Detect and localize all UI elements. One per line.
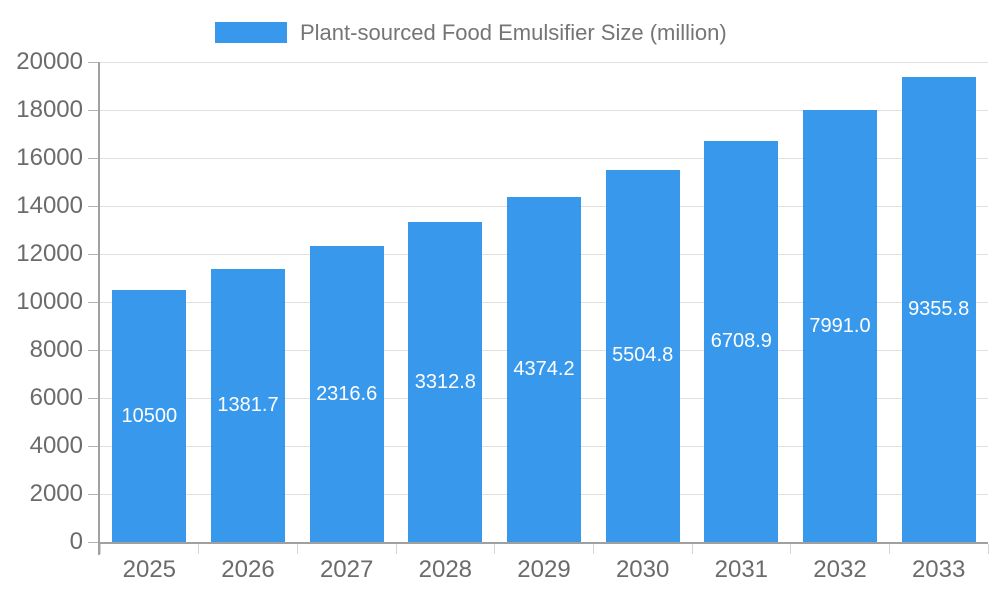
- bar: 10500: [112, 290, 187, 542]
- x-axis-label: 2025: [122, 556, 177, 583]
- y-axis-tick-label: 2000: [29, 480, 83, 507]
- y-axis-tick-label: 4000: [29, 432, 83, 459]
- x-axis-tick: [296, 544, 298, 554]
- y-axis-tick: [88, 493, 100, 495]
- x-axis-label: 2029: [517, 556, 571, 583]
- y-axis-tick: [88, 397, 100, 399]
- legend-item[interactable]: Plant-sourced Food Emulsifier Size (mill…: [215, 19, 727, 45]
- x-axis-tick: [987, 544, 989, 554]
- x-axis-tick: [494, 544, 496, 554]
- x-axis-tick: [888, 544, 890, 554]
- bar: 1381.7: [211, 268, 285, 542]
- bar: 5504.8: [605, 169, 680, 542]
- bar-value-label: 4374.2: [513, 358, 575, 380]
- bar: 7991.0: [803, 110, 877, 542]
- x-axis-tick: [790, 544, 792, 554]
- y-axis-tick: [88, 445, 100, 447]
- y-axis-tick: [88, 61, 100, 63]
- x-axis-label: 2033: [911, 556, 966, 583]
- y-axis-tick: [88, 205, 100, 207]
- x-axis-label: 2028: [418, 556, 473, 583]
- y-axis-tick-label: 20000: [16, 48, 83, 75]
- bar-value-label: 7991.0: [809, 314, 871, 337]
- x-axis-label: 2031: [714, 556, 769, 583]
- bar-value-label: 2316.6: [316, 382, 378, 405]
- legend-label: Plant-sourced Food Emulsifier Size (mill…: [300, 19, 727, 45]
- x-axis-tick: [198, 544, 200, 554]
- y-axis-tick: [88, 253, 100, 255]
- legend-swatch[interactable]: [215, 22, 287, 43]
- y-axis-tick-label: 8000: [29, 336, 83, 363]
- x-axis-tick: [99, 544, 101, 554]
- bar-value-label: 9355.8: [908, 298, 970, 321]
- bar: 3312.8: [408, 222, 483, 542]
- y-axis-tick-label: 14000: [16, 192, 83, 219]
- bar-value-label: 5504.8: [612, 344, 674, 367]
- bar-value-label: 3312.8: [414, 370, 476, 393]
- bar-value-label: 6708.9: [710, 329, 772, 352]
- y-axis-tick-label: 10000: [16, 288, 83, 315]
- gridline: [100, 61, 988, 63]
- x-axis-tick: [592, 544, 594, 554]
- x-axis-label: 2027: [319, 556, 374, 583]
- y-axis-tick: [88, 301, 100, 303]
- x-axis-label: 2032: [813, 556, 867, 583]
- x-axis-tick: [691, 544, 693, 554]
- y-axis-line: [98, 62, 100, 555]
- y-axis-tick: [88, 541, 100, 543]
- x-axis-line: [98, 542, 988, 544]
- y-axis-tick: [88, 349, 100, 351]
- bar: 2316.6: [309, 246, 384, 542]
- y-axis-tick-label: 12000: [16, 240, 83, 267]
- y-axis-tick-label: 18000: [16, 96, 83, 123]
- y-axis-tick-label: 0: [69, 528, 83, 555]
- bar: 9355.8: [901, 77, 976, 542]
- x-axis-label: 2030: [615, 556, 670, 583]
- y-axis-tick: [88, 109, 100, 111]
- x-axis-label: 2026: [221, 556, 275, 583]
- gridline: [100, 109, 988, 111]
- y-axis-tick-label: 16000: [16, 144, 83, 171]
- bar: 4374.2: [507, 197, 581, 542]
- bar-value-label: 1381.7: [217, 393, 279, 416]
- y-axis-tick: [88, 157, 100, 159]
- y-axis-tick-label: 6000: [29, 384, 83, 411]
- x-axis-tick: [395, 544, 397, 554]
- bar-value-label: 10500: [121, 404, 178, 427]
- bar: 6708.9: [704, 140, 779, 542]
- gridline: [100, 157, 988, 159]
